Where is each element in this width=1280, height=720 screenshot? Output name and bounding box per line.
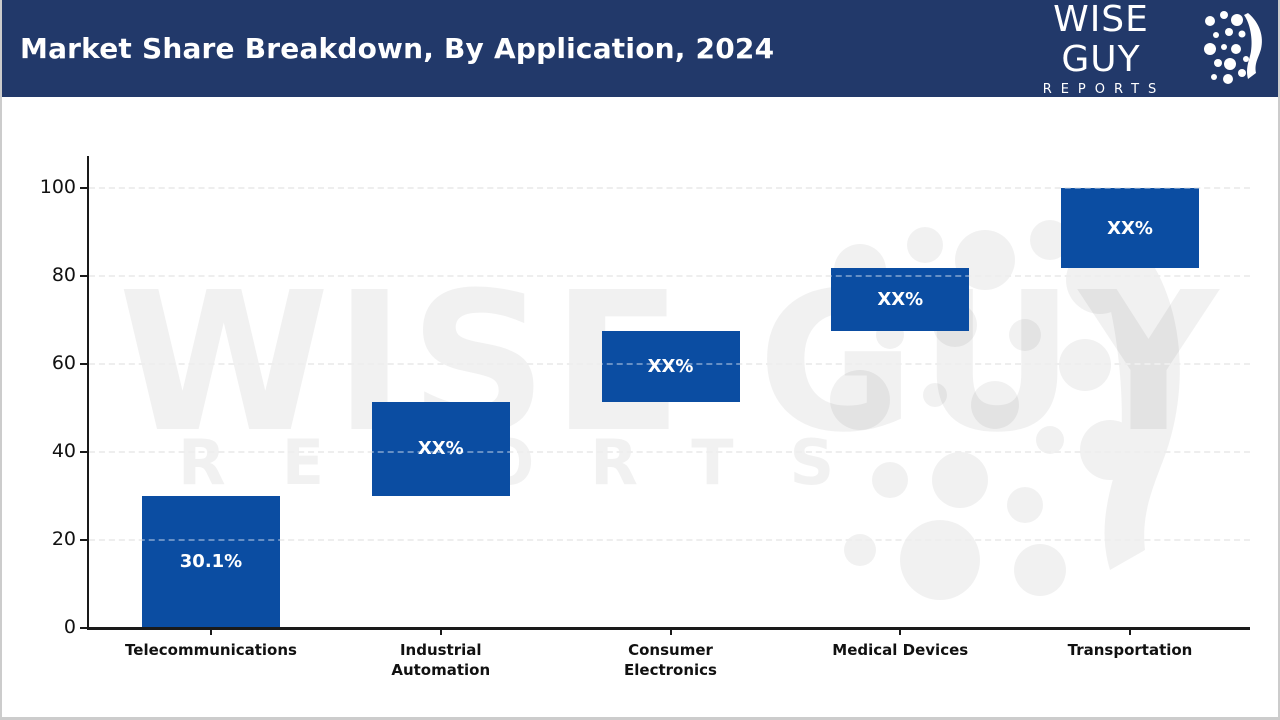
y-tick-mark-80 (80, 275, 88, 277)
y-tick-mark-0 (80, 627, 88, 629)
bar-label-2: XX% (647, 355, 694, 377)
y-axis-spine (87, 156, 89, 630)
brand-logo-line2: REPORTS (1042, 82, 1166, 97)
border-bottom (0, 717, 1280, 720)
gridline-overlay-80 (89, 275, 1250, 277)
x-tick-mark-0 (210, 629, 212, 635)
x-tick-label-3: Medical Devices (832, 641, 969, 659)
bar-label-0: 30.1% (179, 551, 243, 573)
gridline-overlay-20 (89, 539, 1250, 541)
gridline-overlay-100 (89, 187, 1250, 189)
x-tick-mark-4 (1129, 629, 1131, 635)
x-tick-label-4: Transportation (1067, 641, 1193, 659)
header-bar: Market Share Breakdown, By Application, … (0, 0, 1280, 97)
y-tick-mark-60 (80, 363, 88, 365)
bar-label-1: XX% (417, 438, 464, 460)
brand-logo-face-icon (1204, 11, 1262, 84)
x-tick-label-2: Consumer Electronics (624, 641, 717, 679)
x-tick-label-0: Telecommunications (125, 641, 297, 659)
bar-0: 30.1% (142, 495, 280, 628)
y-tick-label-0: 0 (63, 616, 76, 638)
x-tick-mark-1 (439, 629, 442, 635)
bar-4: XX% (1061, 188, 1199, 269)
gridline-20 (89, 539, 1250, 541)
gridline-overlay-60 (89, 363, 1250, 365)
bar-2: XX% (601, 331, 740, 402)
y-tick-label-60: 60 (51, 352, 76, 374)
y-tick-label-40: 40 (51, 440, 76, 462)
y-tick-mark-20 (80, 539, 88, 541)
y-tick-label-100: 100 (39, 176, 76, 198)
x-axis-spine (87, 627, 1250, 630)
y-tick-mark-40 (80, 451, 88, 453)
gridline-overlay-40 (89, 451, 1250, 453)
brand-logo-text: WISE GUY REPORTS (1008, 0, 1194, 98)
watermark-reports: REPORTS (178, 426, 891, 499)
border-left (0, 0, 2, 720)
border-right (1278, 0, 1280, 720)
bar-3: XX% (831, 268, 970, 331)
x-tick-mark-3 (899, 629, 902, 635)
x-tick-mark-2 (669, 629, 672, 635)
bar-1: XX% (371, 401, 510, 496)
gridline-100 (89, 187, 1250, 189)
brand-logo-line1: WISE GUY (1053, 0, 1149, 80)
page-title: Market Share Breakdown, By Application, … (20, 32, 775, 65)
gridline-40 (89, 451, 1250, 453)
bar-label-3: XX% (877, 289, 924, 311)
y-tick-label-80: 80 (51, 264, 76, 286)
x-tick-label-1: Industrial Automation (391, 641, 491, 679)
gridline-80 (89, 275, 1250, 277)
bar-label-4: XX% (1107, 217, 1153, 239)
y-tick-label-20: 20 (51, 528, 76, 550)
y-tick-mark-100 (80, 187, 88, 189)
brand-logo: WISE GUY REPORTS (1008, 0, 1268, 97)
